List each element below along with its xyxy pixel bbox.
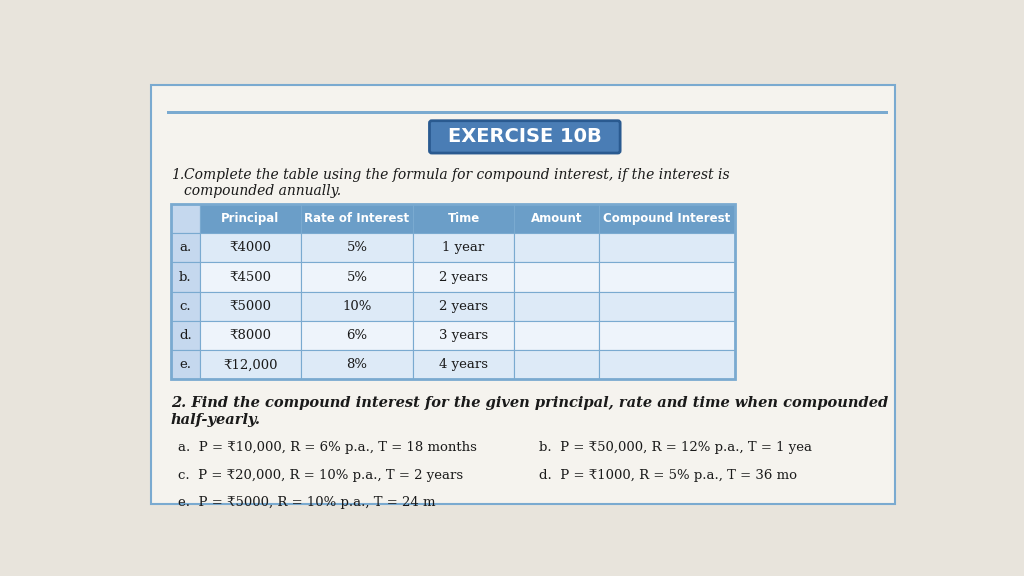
Text: Complete the table using the formula for compound interest, if the interest is
c: Complete the table using the formula for… [183, 168, 729, 198]
Bar [200, 204, 301, 233]
Bar [514, 291, 599, 321]
Bar [514, 233, 599, 263]
Text: Principal: Principal [221, 212, 280, 225]
Bar [414, 233, 514, 263]
Bar [171, 291, 200, 321]
Text: Time: Time [447, 212, 479, 225]
Text: 6%: 6% [346, 329, 368, 342]
Text: ₹8000: ₹8000 [229, 329, 271, 342]
Bar [171, 204, 200, 233]
Text: 5%: 5% [346, 271, 368, 283]
Bar [301, 263, 414, 291]
Text: 1.: 1. [171, 168, 184, 181]
Bar [599, 233, 735, 263]
Text: ₹5000: ₹5000 [229, 300, 271, 313]
Text: 2 years: 2 years [439, 300, 488, 313]
Bar [200, 233, 301, 263]
Bar [414, 204, 514, 233]
Bar [301, 204, 414, 233]
Bar [599, 263, 735, 291]
Bar [171, 204, 735, 380]
Text: 1 year: 1 year [442, 241, 484, 254]
Bar [171, 350, 200, 380]
Text: e.: e. [179, 358, 191, 372]
Bar [301, 233, 414, 263]
Bar [200, 321, 301, 350]
Bar [514, 350, 599, 380]
Bar [414, 291, 514, 321]
Bar [599, 291, 735, 321]
Text: b.  P = ₹50,000, R = 12% p.a., T = 1 yea: b. P = ₹50,000, R = 12% p.a., T = 1 yea [539, 441, 812, 454]
FancyBboxPatch shape [429, 121, 621, 153]
Bar [200, 291, 301, 321]
Bar [414, 350, 514, 380]
Text: 3 years: 3 years [439, 329, 488, 342]
Text: a.: a. [179, 241, 191, 254]
Bar [171, 263, 200, 291]
Text: 10%: 10% [342, 300, 372, 313]
Bar [599, 350, 735, 380]
Text: ₹4000: ₹4000 [229, 241, 271, 254]
Bar [301, 321, 414, 350]
Text: d.  P = ₹1000, R = 5% p.a., T = 36 mo: d. P = ₹1000, R = 5% p.a., T = 36 mo [539, 469, 797, 482]
Text: e.  P = ₹5000, R = 10% p.a., T = 24 m: e. P = ₹5000, R = 10% p.a., T = 24 m [178, 497, 436, 509]
Bar [414, 321, 514, 350]
Text: Compound Interest: Compound Interest [603, 212, 731, 225]
Text: c.: c. [179, 300, 191, 313]
Text: c.  P = ₹20,000, R = 10% p.a., T = 2 years: c. P = ₹20,000, R = 10% p.a., T = 2 year… [178, 469, 464, 482]
Bar [514, 321, 599, 350]
Bar [171, 321, 200, 350]
Text: 8%: 8% [346, 358, 368, 372]
Text: Rate of Interest: Rate of Interest [304, 212, 410, 225]
Bar [171, 233, 200, 263]
Text: d.: d. [179, 329, 191, 342]
Text: 5%: 5% [346, 241, 368, 254]
Text: 2 years: 2 years [439, 271, 488, 283]
Bar [200, 263, 301, 291]
Text: 2. Find the compound interest for the given principal, rate and time when compou: 2. Find the compound interest for the gi… [171, 396, 888, 427]
Text: Amount: Amount [530, 212, 583, 225]
Bar [414, 263, 514, 291]
Bar [167, 112, 888, 114]
Bar [301, 350, 414, 380]
Text: EXERCISE 10B: EXERCISE 10B [447, 127, 602, 146]
Bar [301, 291, 414, 321]
Text: a.  P = ₹10,000, R = 6% p.a., T = 18 months: a. P = ₹10,000, R = 6% p.a., T = 18 mont… [178, 441, 477, 454]
Bar [514, 263, 599, 291]
Bar [200, 350, 301, 380]
Bar [599, 204, 735, 233]
Bar [599, 321, 735, 350]
Text: 4 years: 4 years [439, 358, 488, 372]
Text: b.: b. [179, 271, 191, 283]
Bar [514, 204, 599, 233]
Text: ₹12,000: ₹12,000 [223, 358, 278, 372]
Text: ₹4500: ₹4500 [229, 271, 271, 283]
